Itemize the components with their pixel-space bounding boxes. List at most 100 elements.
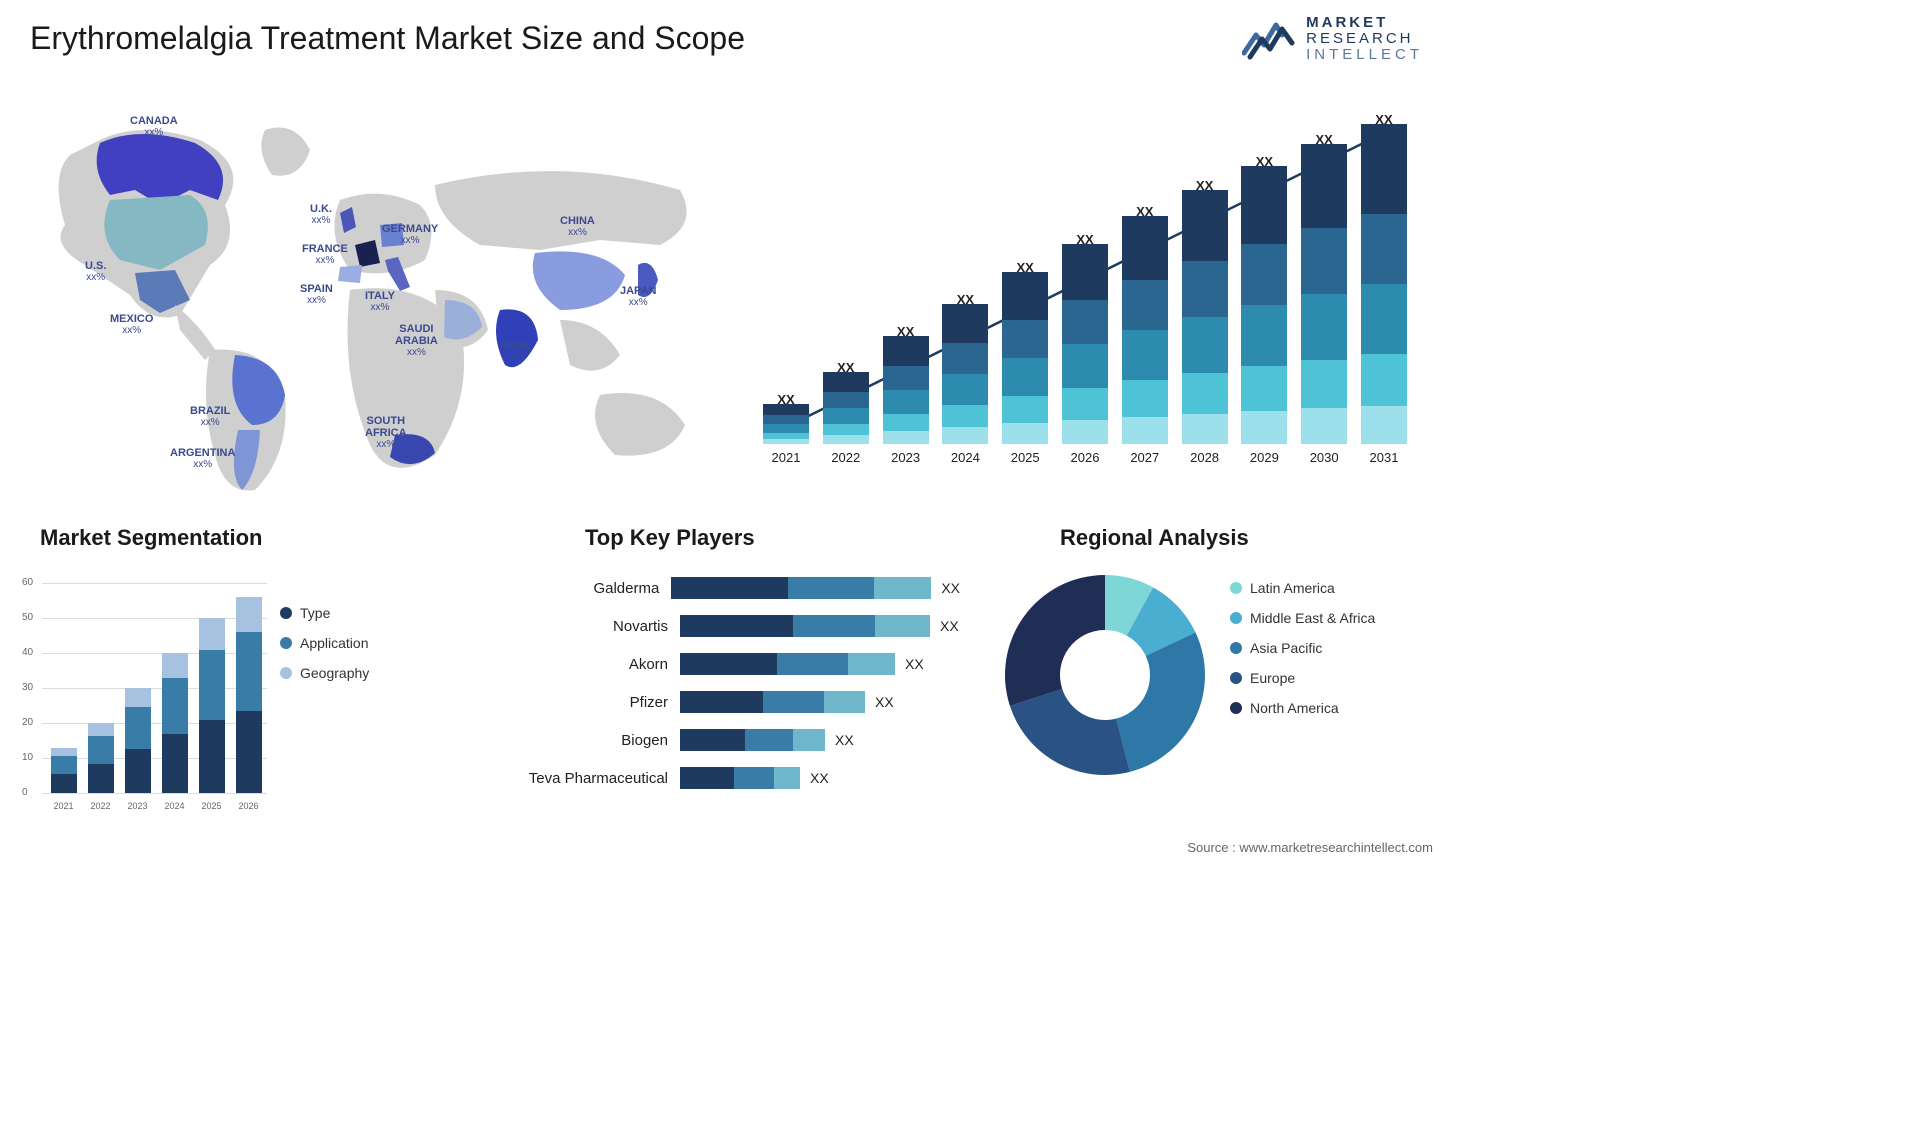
player-value: XX: [835, 732, 854, 748]
seg-ytick: 20: [22, 717, 33, 728]
seg-year-label: 2023: [125, 801, 151, 811]
segmentation-bar: [51, 748, 77, 793]
forecast-bar: XX2028: [1179, 190, 1231, 465]
map-label: ITALYxx%: [365, 290, 395, 313]
players-chart: GaldermaXXNovartisXXAkornXXPfizerXXBioge…: [520, 570, 960, 798]
map-label: JAPANxx%: [620, 285, 656, 308]
world-map: CANADAxx%U.S.xx%MEXICOxx%BRAZILxx%ARGENT…: [40, 95, 720, 495]
forecast-year-label: 2031: [1370, 450, 1399, 465]
segmentation-bar: [162, 653, 188, 793]
legend-item: Middle East & Africa: [1230, 610, 1375, 626]
legend-item: Europe: [1230, 670, 1375, 686]
player-name: Novartis: [520, 618, 680, 635]
seg-ytick: 10: [22, 752, 33, 763]
seg-year-label: 2024: [162, 801, 188, 811]
map-label: INDIAxx%: [500, 340, 530, 363]
forecast-year-label: 2021: [772, 450, 801, 465]
seg-ytick: 40: [22, 647, 33, 658]
map-label: SOUTHAFRICAxx%: [365, 415, 407, 450]
player-value: XX: [875, 694, 894, 710]
map-label: U.S.xx%: [85, 260, 106, 283]
player-row: Akorn XX: [520, 646, 960, 682]
map-label: U.K.xx%: [310, 203, 332, 226]
regional-legend: Latin America Middle East & Africa Asia Pa…: [1230, 580, 1375, 730]
forecast-bar: XX2023: [880, 336, 932, 465]
forecast-bar-value: XX: [897, 324, 914, 339]
forecast-year-label: 2025: [1011, 450, 1040, 465]
player-row: Galderma XX: [520, 570, 960, 606]
forecast-year-label: 2028: [1190, 450, 1219, 465]
forecast-bar-value: XX: [1017, 260, 1034, 275]
player-name: Pfizer: [520, 694, 680, 711]
forecast-bar: XX2027: [1119, 216, 1171, 465]
map-label: ARGENTINAxx%: [170, 447, 235, 470]
player-row: Teva Pharmaceutical XX: [520, 760, 960, 796]
page-title: Erythromelalgia Treatment Market Size an…: [30, 20, 745, 57]
logo-text-1: MARKET: [1306, 15, 1423, 31]
forecast-chart: XX2021XX2022XX2023XX2024XX2025XX2026XX20…: [760, 110, 1410, 490]
segmentation-bar: [236, 597, 262, 793]
legend-item: Latin America: [1230, 580, 1375, 596]
regional-donut: [1000, 570, 1210, 780]
player-row: Pfizer XX: [520, 684, 960, 720]
segmentation-bar: [125, 688, 151, 793]
seg-year-label: 2026: [236, 801, 262, 811]
player-value: XX: [905, 656, 924, 672]
map-label: CANADAxx%: [130, 115, 178, 138]
map-label: MEXICOxx%: [110, 313, 153, 336]
forecast-bar-value: XX: [777, 392, 794, 407]
forecast-year-label: 2024: [951, 450, 980, 465]
legend-item: North America: [1230, 700, 1375, 716]
donut-slice: [1010, 689, 1130, 775]
section-title-players: Top Key Players: [585, 525, 755, 551]
brand-logo: MARKET RESEARCH INTELLECT: [1242, 15, 1423, 62]
logo-mark-icon: [1242, 17, 1296, 61]
donut-slice: [1005, 575, 1105, 706]
seg-year-label: 2021: [51, 801, 77, 811]
forecast-bar-value: XX: [1316, 132, 1333, 147]
player-value: XX: [810, 770, 829, 786]
segmentation-bar: [199, 618, 225, 793]
forecast-bar-value: XX: [957, 292, 974, 307]
seg-ytick: 50: [22, 612, 33, 623]
segmentation-chart: 0 10 20 30 40 50 60 2021 2022 2023 2024 2025 2026: [20, 565, 270, 815]
seg-ytick: 30: [22, 682, 33, 693]
player-value: XX: [941, 580, 960, 596]
forecast-bar: XX2026: [1059, 244, 1111, 465]
forecast-bar: XX2031: [1358, 124, 1410, 465]
forecast-bar-value: XX: [837, 360, 854, 375]
forecast-bar: XX2025: [999, 272, 1051, 465]
seg-ytick: 0: [22, 787, 28, 798]
forecast-year-label: 2026: [1071, 450, 1100, 465]
forecast-bar-value: XX: [1076, 232, 1093, 247]
forecast-bar: XX2029: [1238, 166, 1290, 465]
forecast-year-label: 2027: [1130, 450, 1159, 465]
donut-slice: [1116, 632, 1205, 771]
forecast-year-label: 2029: [1250, 450, 1279, 465]
player-row: Novartis XX: [520, 608, 960, 644]
seg-year-label: 2025: [199, 801, 225, 811]
player-row: Biogen XX: [520, 722, 960, 758]
seg-year-label: 2022: [88, 801, 114, 811]
section-title-segmentation: Market Segmentation: [40, 525, 263, 551]
legend-item: Asia Pacific: [1230, 640, 1375, 656]
logo-text-3: INTELLECT: [1306, 47, 1423, 63]
forecast-bar-value: XX: [1256, 154, 1273, 169]
player-name: Galderma: [520, 580, 671, 597]
legend-item: Application: [280, 635, 369, 651]
map-label: SAUDIARABIAxx%: [395, 323, 438, 358]
forecast-year-label: 2022: [831, 450, 860, 465]
forecast-bar-value: XX: [1375, 112, 1392, 127]
player-name: Akorn: [520, 656, 680, 673]
forecast-bar: XX2021: [760, 404, 812, 465]
forecast-bar: XX2022: [820, 372, 872, 465]
seg-ytick: 60: [22, 577, 33, 588]
forecast-year-label: 2030: [1310, 450, 1339, 465]
forecast-bar: XX2030: [1298, 144, 1350, 465]
player-name: Teva Pharmaceutical: [520, 770, 680, 787]
source-attribution: Source : www.marketresearchintellect.com: [1187, 840, 1433, 855]
player-name: Biogen: [520, 732, 680, 749]
segmentation-bar: [88, 723, 114, 793]
player-value: XX: [940, 618, 959, 634]
logo-text-2: RESEARCH: [1306, 31, 1423, 47]
